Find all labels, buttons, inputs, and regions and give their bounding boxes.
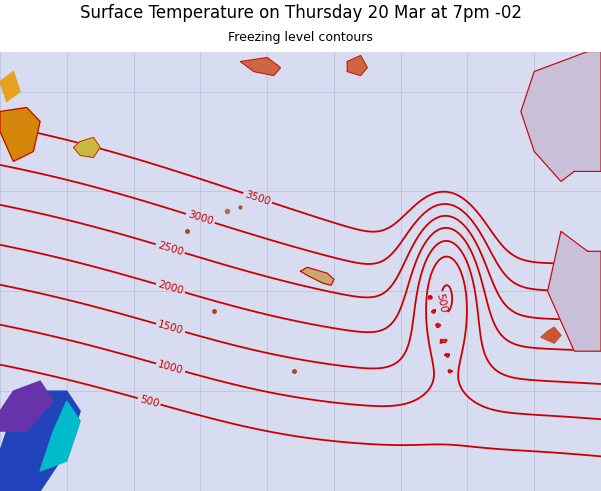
Text: Freezing level contours: Freezing level contours xyxy=(228,30,373,44)
Polygon shape xyxy=(0,381,53,431)
Text: 1500: 1500 xyxy=(157,320,185,336)
Text: 3000: 3000 xyxy=(186,210,215,227)
Polygon shape xyxy=(440,339,447,343)
Polygon shape xyxy=(0,391,80,491)
Text: 2000: 2000 xyxy=(156,280,185,297)
Polygon shape xyxy=(40,401,80,471)
Polygon shape xyxy=(541,327,561,343)
Polygon shape xyxy=(436,323,441,327)
Polygon shape xyxy=(300,267,334,285)
Polygon shape xyxy=(73,137,100,158)
Polygon shape xyxy=(347,55,367,76)
Polygon shape xyxy=(548,231,601,351)
Text: 500: 500 xyxy=(435,292,448,313)
Polygon shape xyxy=(0,108,40,162)
Polygon shape xyxy=(0,72,20,102)
Polygon shape xyxy=(521,52,601,181)
Text: 3500: 3500 xyxy=(243,189,272,207)
Polygon shape xyxy=(429,296,432,299)
Text: 1000: 1000 xyxy=(157,359,185,376)
Text: Surface Temperature on Thursday 20 Mar at 7pm -02: Surface Temperature on Thursday 20 Mar a… xyxy=(79,4,522,22)
Polygon shape xyxy=(240,57,281,76)
Polygon shape xyxy=(448,370,453,373)
Text: 2500: 2500 xyxy=(156,240,185,257)
Polygon shape xyxy=(432,310,436,313)
Text: 500: 500 xyxy=(138,394,160,409)
Polygon shape xyxy=(445,354,450,357)
